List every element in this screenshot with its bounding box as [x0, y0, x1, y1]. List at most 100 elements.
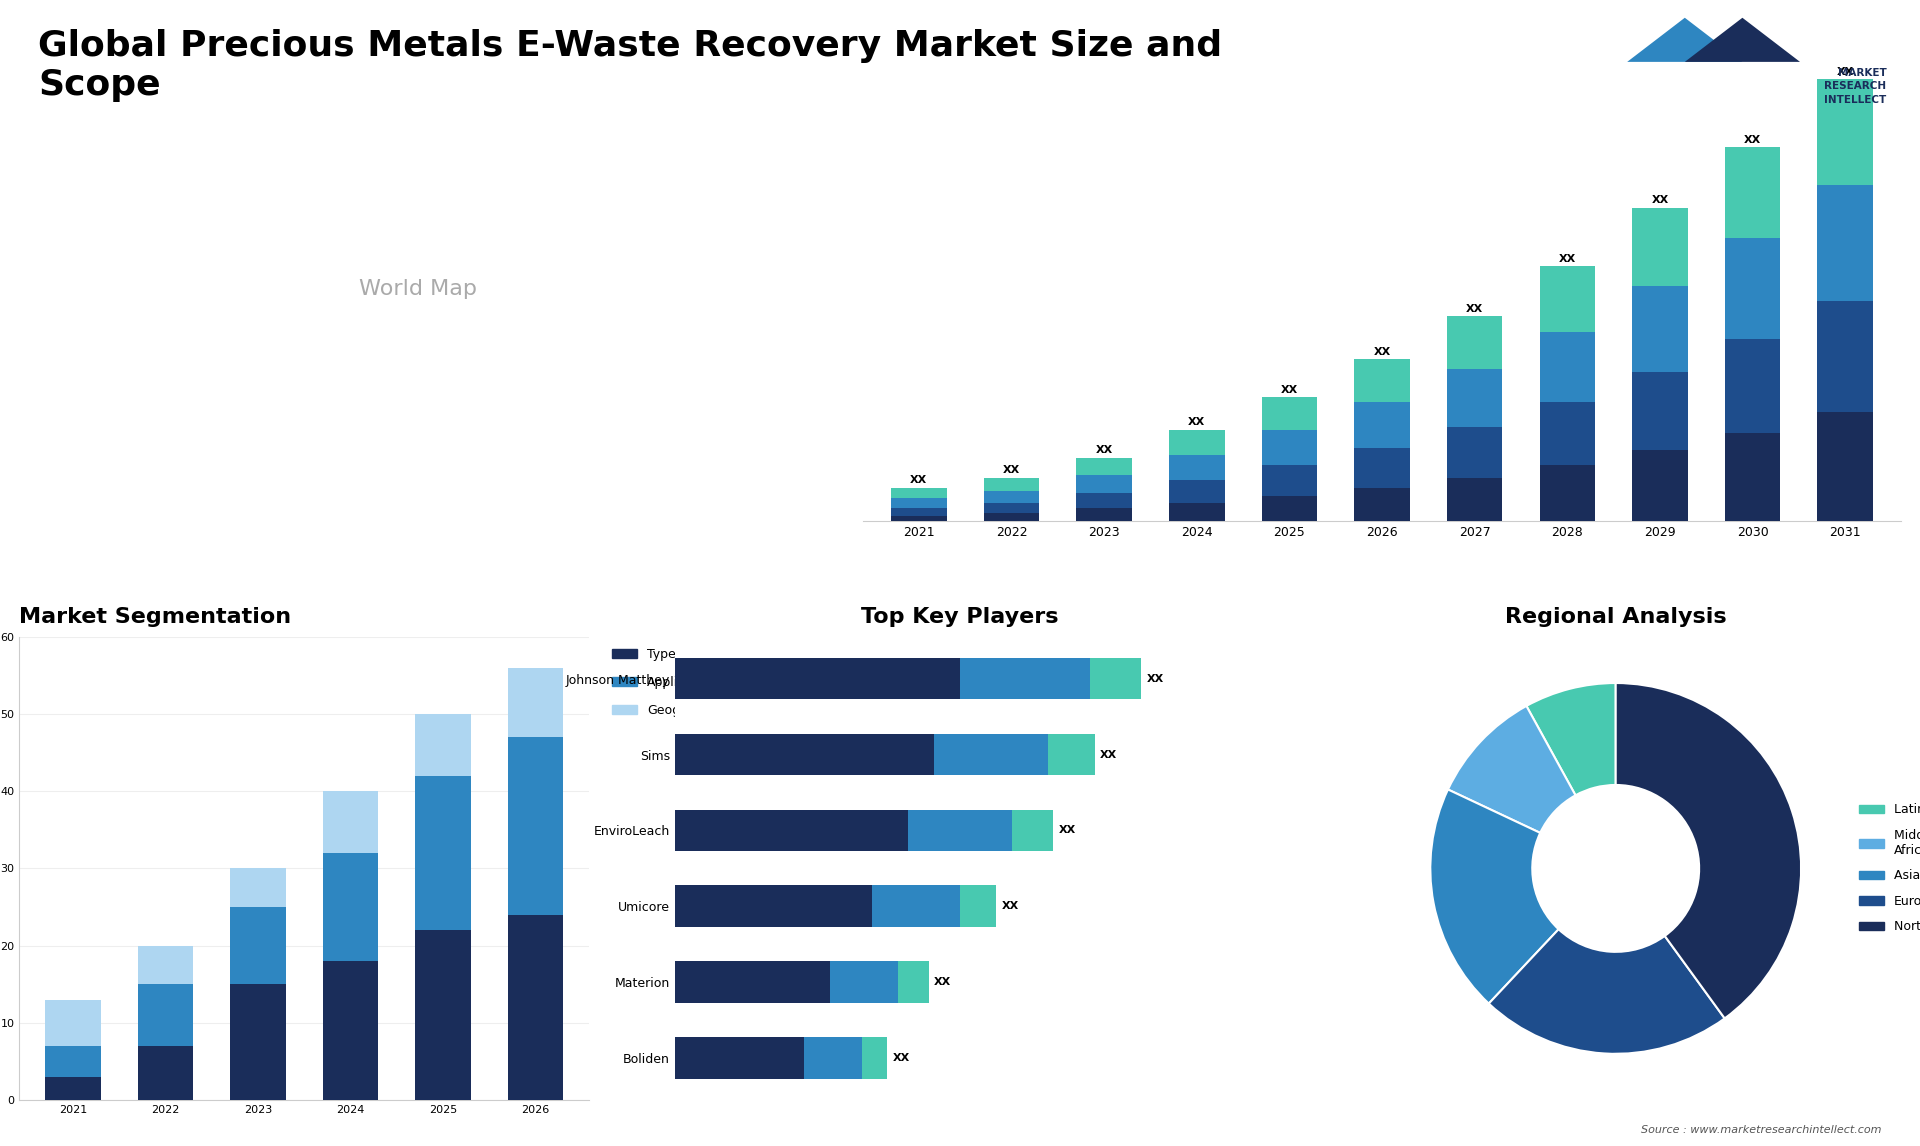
- Bar: [1354, 448, 1409, 488]
- Bar: [1169, 480, 1225, 503]
- Text: XX: XX: [893, 1053, 910, 1063]
- Bar: [1077, 508, 1133, 520]
- Text: XX: XX: [1100, 749, 1117, 760]
- Text: XX: XX: [1837, 66, 1855, 77]
- Bar: [415, 776, 470, 931]
- Bar: [509, 737, 563, 915]
- Bar: [1261, 398, 1317, 430]
- Bar: [1077, 457, 1133, 476]
- Bar: [1818, 79, 1874, 186]
- Bar: [230, 984, 286, 1100]
- Bar: [44, 1046, 100, 1077]
- Bar: [509, 668, 563, 737]
- Title: Top Key Players: Top Key Players: [862, 606, 1058, 627]
- Bar: [138, 945, 194, 984]
- Text: XX: XX: [1743, 135, 1761, 144]
- Bar: [1632, 286, 1688, 372]
- Text: XX: XX: [1281, 385, 1298, 394]
- Text: XX: XX: [1002, 465, 1020, 476]
- Polygon shape: [1686, 17, 1801, 62]
- Bar: [1169, 455, 1225, 480]
- Bar: [676, 961, 831, 1003]
- Bar: [862, 1037, 887, 1080]
- Bar: [891, 499, 947, 508]
- Bar: [415, 931, 470, 1100]
- Wedge shape: [1617, 683, 1801, 1019]
- Bar: [1048, 733, 1094, 776]
- Bar: [44, 999, 100, 1046]
- Bar: [1354, 360, 1409, 402]
- Bar: [983, 513, 1039, 520]
- Bar: [804, 1037, 862, 1080]
- Bar: [1632, 450, 1688, 520]
- Text: XX: XX: [1002, 902, 1020, 911]
- Bar: [1077, 476, 1133, 493]
- Bar: [323, 791, 378, 853]
- Wedge shape: [1430, 790, 1559, 1004]
- Bar: [908, 809, 1012, 851]
- Text: XX: XX: [1146, 674, 1164, 684]
- Bar: [44, 1077, 100, 1100]
- Bar: [960, 886, 996, 927]
- Text: XX: XX: [1467, 304, 1484, 314]
- Bar: [1540, 465, 1596, 520]
- Bar: [1724, 432, 1780, 520]
- Bar: [983, 490, 1039, 503]
- Bar: [1818, 301, 1874, 413]
- Text: XX: XX: [1096, 445, 1114, 455]
- Bar: [1261, 495, 1317, 520]
- Bar: [983, 503, 1039, 513]
- Bar: [138, 1046, 194, 1100]
- Text: World Map: World Map: [359, 278, 478, 299]
- Bar: [230, 869, 286, 906]
- Text: XX: XX: [1373, 347, 1390, 356]
- Bar: [1169, 503, 1225, 520]
- Bar: [935, 733, 1048, 776]
- Text: Market Segmentation: Market Segmentation: [19, 606, 292, 627]
- Bar: [831, 961, 899, 1003]
- Text: Global Precious Metals E-Waste Recovery Market Size and
Scope: Global Precious Metals E-Waste Recovery …: [38, 29, 1223, 102]
- Bar: [1448, 369, 1503, 427]
- Text: XX: XX: [1559, 253, 1576, 264]
- Bar: [138, 984, 194, 1046]
- Bar: [960, 658, 1089, 699]
- Bar: [1540, 402, 1596, 465]
- Bar: [323, 961, 378, 1100]
- Text: Source : www.marketresearchintellect.com: Source : www.marketresearchintellect.com: [1642, 1124, 1882, 1135]
- Bar: [1632, 209, 1688, 286]
- Bar: [891, 516, 947, 520]
- Bar: [1818, 186, 1874, 301]
- Bar: [415, 714, 470, 776]
- Bar: [1540, 266, 1596, 331]
- Text: XX: XX: [910, 476, 927, 486]
- Bar: [1540, 331, 1596, 402]
- Bar: [676, 733, 935, 776]
- Bar: [1354, 402, 1409, 448]
- Title: Regional Analysis: Regional Analysis: [1505, 606, 1726, 627]
- Bar: [1448, 316, 1503, 369]
- Bar: [323, 853, 378, 961]
- Bar: [891, 488, 947, 499]
- Bar: [1724, 238, 1780, 339]
- Text: MARKET
RESEARCH
INTELLECT: MARKET RESEARCH INTELLECT: [1824, 68, 1885, 104]
- Bar: [1089, 658, 1140, 699]
- Bar: [1077, 493, 1133, 508]
- Legend: Type, Application, Geography: Type, Application, Geography: [607, 643, 722, 722]
- Text: XX: XX: [1058, 825, 1075, 835]
- Bar: [1724, 148, 1780, 238]
- Bar: [1448, 427, 1503, 478]
- Bar: [230, 906, 286, 984]
- Bar: [983, 478, 1039, 490]
- Bar: [676, 1037, 804, 1080]
- Bar: [1012, 809, 1054, 851]
- Bar: [1724, 339, 1780, 432]
- Bar: [899, 961, 929, 1003]
- Bar: [676, 886, 872, 927]
- Bar: [872, 886, 960, 927]
- Wedge shape: [1488, 929, 1724, 1054]
- Bar: [1448, 478, 1503, 520]
- Bar: [1169, 430, 1225, 455]
- Bar: [1818, 413, 1874, 520]
- Polygon shape: [1628, 17, 1741, 62]
- Wedge shape: [1526, 683, 1617, 795]
